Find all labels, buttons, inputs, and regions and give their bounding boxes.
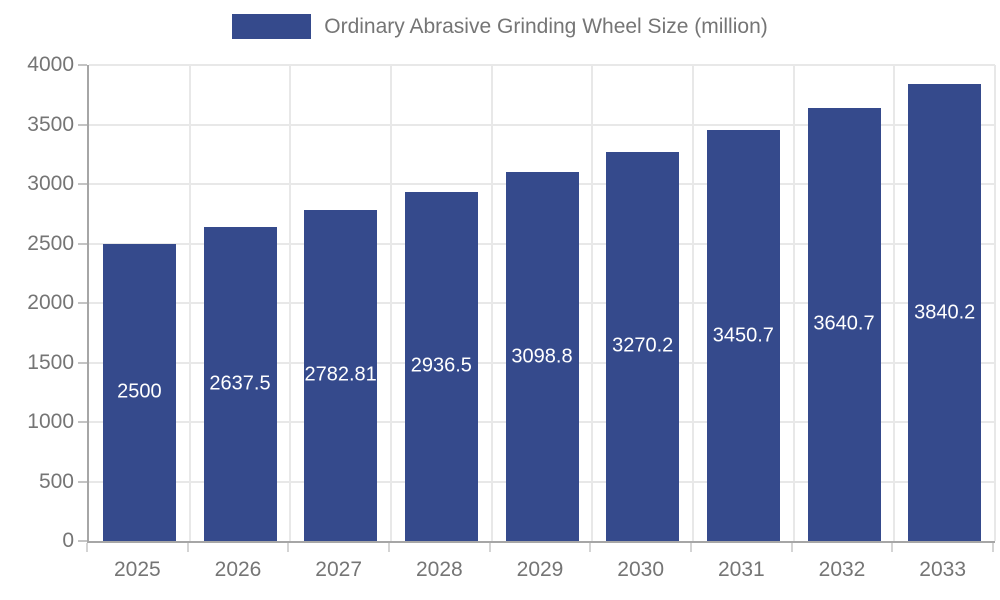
x-tick-mark (186, 543, 189, 552)
bar-2029[interactable] (505, 172, 579, 541)
y-tick-mark (78, 480, 87, 483)
bar-2033[interactable] (908, 84, 982, 541)
v-gridline (792, 65, 795, 541)
legend-swatch (232, 14, 312, 39)
x-tick-mark (287, 543, 290, 552)
plot-area: 2500 2637.5 2782.81 2936.5 3098.8 3270.2 3450.… (87, 64, 996, 543)
bar-2030[interactable] (606, 151, 680, 541)
legend[interactable]: Ordinary Abrasive Grinding Wheel Size (m… (0, 14, 1000, 39)
y-tick-mark (78, 242, 87, 245)
y-tick-mark (78, 361, 87, 364)
bar-2031[interactable] (706, 130, 780, 541)
h-gridline (89, 123, 995, 126)
bar-2028[interactable] (404, 191, 478, 541)
v-gridline (893, 65, 896, 541)
y-tick-mark (78, 64, 87, 66)
y-tick-mark (78, 302, 87, 304)
y-tick-label: 2500 (27, 231, 74, 255)
x-tick-mark (992, 543, 994, 552)
y-tick-label: 2000 (27, 291, 74, 314)
bar-2025[interactable] (102, 243, 176, 541)
x-tick-mark (690, 543, 692, 552)
x-tick-mark (891, 543, 894, 552)
x-tick-mark (589, 543, 592, 552)
x-tick-label-2031: 2031 (717, 558, 765, 581)
y-tick-mark (78, 123, 87, 126)
h-gridline (89, 64, 995, 66)
v-gridline (390, 65, 392, 541)
y-tick-label: 3000 (27, 172, 74, 195)
x-tick-mark (790, 543, 793, 552)
x-tick-mark (86, 543, 88, 552)
y-tick-mark (78, 183, 87, 185)
x-tick-mark (488, 543, 491, 552)
bar-2026[interactable] (203, 227, 277, 541)
y-tick-label: 1000 (27, 410, 74, 433)
legend-label: Ordinary Abrasive Grinding Wheel Size (m… (324, 14, 768, 38)
v-gridline (591, 65, 594, 541)
y-tick-label: 3500 (27, 112, 74, 136)
x-tick-label-2033: 2033 (919, 558, 967, 581)
v-gridline (289, 65, 292, 541)
x-tick-label-2029: 2029 (516, 558, 564, 581)
v-gridline (994, 65, 996, 541)
v-gridline (692, 65, 694, 541)
x-tick-label-2025: 2025 (113, 558, 161, 581)
x-tick-label-2026: 2026 (214, 558, 262, 581)
x-tick-label-2032: 2032 (818, 558, 866, 581)
bar-2032[interactable] (807, 107, 881, 541)
v-gridline (490, 65, 493, 541)
y-tick-label: 500 (38, 469, 74, 493)
x-tick-label-2030: 2030 (617, 558, 665, 581)
x-tick-label-2028: 2028 (415, 558, 463, 581)
y-tick-label: 4000 (27, 53, 74, 76)
y-tick-mark (78, 540, 87, 542)
v-gridline (188, 65, 191, 541)
bar-2027[interactable] (304, 209, 378, 541)
x-tick-label-2027: 2027 (315, 558, 363, 581)
y-tick-mark (78, 421, 87, 423)
x-tick-mark (388, 543, 390, 552)
y-tick-label: 1500 (27, 350, 74, 374)
y-tick-label: 0 (62, 529, 74, 552)
